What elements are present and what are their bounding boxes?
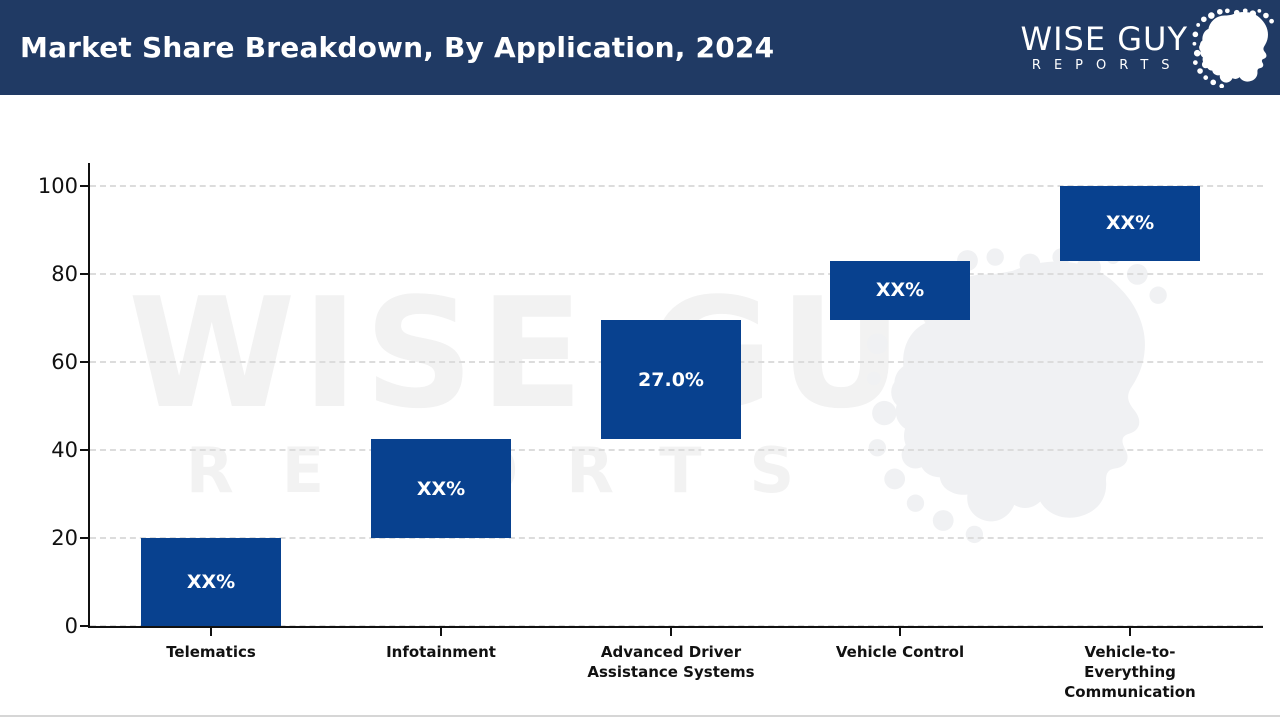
y-tick-label-100: 100	[37, 174, 78, 198]
category-label-line: Telematics	[166, 643, 256, 661]
bar-Vehicle-to-Everything Communication: XX%	[1060, 186, 1200, 261]
bar-value-label: XX%	[416, 477, 466, 500]
page-title: Market Share Breakdown, By Application, …	[20, 31, 775, 64]
x-tickmark-0	[210, 628, 212, 636]
y-tick-label-80: 80	[51, 262, 78, 286]
y-tick-label-40: 40	[51, 438, 78, 462]
x-tickmark-3	[899, 628, 901, 636]
bar-value-label: XX%	[875, 279, 925, 302]
category-label-0: Telematics	[91, 642, 331, 662]
gridline-100	[90, 185, 1263, 187]
bar-Infotainment: XX%	[371, 439, 511, 538]
x-axis	[88, 626, 1263, 628]
bar-Telematics: XX%	[141, 538, 281, 626]
y-tickmark-100	[80, 185, 88, 187]
category-label-line: Assistance Systems	[587, 663, 755, 681]
x-tickmark-4	[1129, 628, 1131, 636]
y-tickmark-40	[80, 449, 88, 451]
footer-rule	[0, 715, 1280, 717]
gridline-20	[90, 537, 1263, 539]
category-label-3: Vehicle Control	[780, 642, 1020, 662]
y-axis	[88, 163, 90, 628]
category-label-line: Vehicle Control	[835, 643, 965, 661]
category-label-line: Communication	[1064, 683, 1196, 701]
y-tickmark-80	[80, 273, 88, 275]
logo-head-icon	[1192, 7, 1274, 88]
logo-text: WISE GUY REPORTS	[1020, 23, 1188, 73]
header-bar: Market Share Breakdown, By Application, …	[0, 0, 1280, 95]
logo-subtitle: REPORTS	[1031, 57, 1183, 73]
y-tickmark-0	[80, 625, 88, 627]
bar-Advanced Driver Assistance Systems: 27.0%	[601, 320, 741, 439]
gridline-40	[90, 449, 1263, 451]
y-tickmark-60	[80, 361, 88, 363]
y-tick-label-0: 0	[64, 614, 78, 638]
y-tickmark-20	[80, 537, 88, 539]
bar-value-label: XX%	[186, 571, 236, 593]
x-tickmark-2	[670, 628, 672, 636]
bar-value-label: 27.0%	[638, 368, 704, 391]
category-label-line: Everything	[1084, 663, 1176, 681]
category-label-1: Infotainment	[321, 642, 561, 662]
logo-wordmark: WISE GUY	[1020, 19, 1188, 58]
y-tick-label-20: 20	[51, 526, 78, 550]
category-label-4: Vehicle-to- Everything Communication	[1010, 642, 1250, 702]
gridline-80	[90, 273, 1263, 275]
category-label-2: Advanced Driver Assistance Systems	[551, 642, 791, 682]
x-tickmark-1	[440, 628, 442, 636]
category-label-line: Vehicle-to-	[1084, 643, 1176, 661]
category-label-line: Infotainment	[386, 643, 496, 661]
category-label-line: Advanced Driver	[600, 643, 742, 661]
bar-value-label: XX%	[1105, 212, 1155, 235]
bar-Vehicle Control: XX%	[830, 260, 970, 321]
wise-guy-logo: WISE GUY REPORTS	[1020, 7, 1280, 88]
y-tick-label-60: 60	[51, 350, 78, 374]
